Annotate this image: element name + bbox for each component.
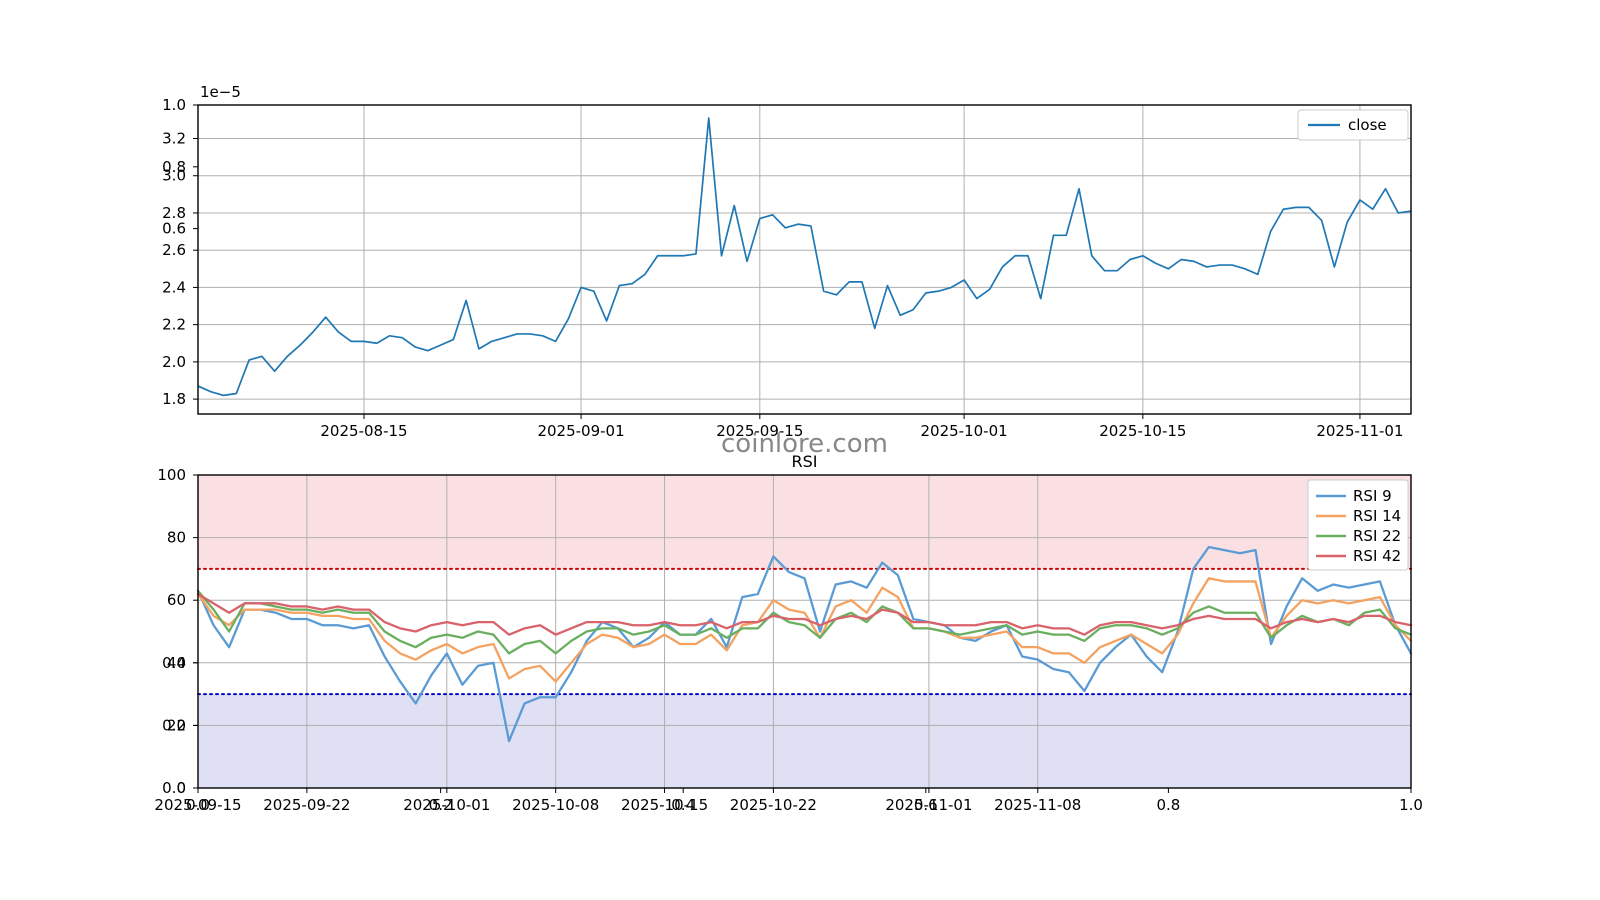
price-axis-offset-label: 1e−5 (200, 83, 241, 101)
rsi-y-tick-label: 0 (176, 779, 186, 797)
rsi-x-tick-overlay-label: 0.4 (671, 796, 695, 814)
rsi-y-tick-label: 100 (157, 466, 186, 484)
price-x-tick-label: 2025-09-01 (537, 422, 624, 440)
price-x-tick-label: 2025-09-15 (716, 422, 803, 440)
rsi-series-line (196, 545, 1413, 743)
rsi-y-tick-label: 80 (167, 529, 186, 547)
rsi-x-tick-label: 2025-11-01 (885, 796, 972, 814)
rsi-series-line (196, 592, 1413, 636)
rsi-x-tick-label: 2025-10-15 (621, 796, 708, 814)
price-y-tick-overlay-label: 0.6 (162, 220, 186, 238)
watermark: coinlore.com (721, 429, 888, 459)
price-x-tick-label: 2025-11-01 (1316, 422, 1403, 440)
price-y-tick-label: 2.4 (162, 278, 186, 296)
rsi-overbought-band (198, 475, 1411, 569)
rsi-y-tick-overlay-label: 0.2 (162, 716, 186, 734)
rsi-oversold-band (198, 694, 1411, 788)
price-x-tick-label: 2025-10-15 (1099, 422, 1186, 440)
rsi-panel-title: RSI (792, 452, 818, 471)
price-plot-background (198, 105, 1411, 414)
price-y-tick-label: 3.0 (162, 167, 186, 185)
rsi-x-tick-label: 2025-10-08 (512, 796, 599, 814)
rsi-x-tick-overlay-label: 0.0 (186, 796, 210, 814)
rsi-x-tick-label: 2025-10-22 (730, 796, 817, 814)
rsi-legend-label-rsi-22: RSI 22 (1353, 527, 1401, 545)
price-y-tick-overlay-label: 1.0 (162, 96, 186, 114)
price-y-tick-label: 2.8 (162, 204, 186, 222)
rsi-x-tick-overlay-label: 0.8 (1156, 796, 1180, 814)
price-x-tick-label: 2025-10-01 (921, 422, 1008, 440)
rsi-series-line (196, 577, 1413, 683)
price-legend-label-close: close (1348, 116, 1387, 134)
price-close-line (197, 117, 1412, 397)
price-y-tick-label: 2.6 (162, 241, 186, 259)
rsi-legend-box (1307, 479, 1409, 571)
rsi-y-tick-label: 40 (167, 654, 186, 672)
rsi-series-line (196, 589, 1413, 655)
rsi-y-tick-label: 20 (167, 716, 186, 734)
price-y-tick-label: 2.0 (162, 353, 186, 371)
price-plot-border (197, 104, 1412, 415)
rsi-plot-border (197, 474, 1412, 789)
price-y-tick-overlay-label: 0.8 (162, 158, 186, 176)
price-x-tick-label: 2025-08-15 (320, 422, 407, 440)
rsi-y-tick-label: 60 (167, 591, 186, 609)
rsi-x-tick-overlay-label: 0.2 (429, 796, 453, 814)
rsi-y-tick-overlay-label: 0.4 (162, 654, 186, 672)
price-y-tick-label: 3.2 (162, 130, 186, 148)
rsi-x-tick-overlay-label: 0.6 (914, 796, 938, 814)
rsi-legend-label-rsi-42: RSI 42 (1353, 547, 1401, 565)
rsi-legend-label-rsi-9: RSI 9 (1353, 487, 1392, 505)
price-y-tick-label: 1.8 (162, 390, 186, 408)
price-legend-box (1297, 109, 1409, 141)
rsi-x-tick-label: 2025-09-15 (154, 796, 241, 814)
rsi-x-tick-label: 2025-09-22 (263, 796, 350, 814)
rsi-legend-label-rsi-14: RSI 14 (1353, 507, 1401, 525)
rsi-x-tick-label: 2025-10-01 (403, 796, 490, 814)
rsi-x-tick-overlay-label: 1.0 (1399, 796, 1423, 814)
rsi-x-tick-label: 2025-11-08 (994, 796, 1081, 814)
price-y-tick-label: 2.2 (162, 316, 186, 334)
rsi-y-tick-overlay-label: 0.0 (162, 779, 186, 797)
